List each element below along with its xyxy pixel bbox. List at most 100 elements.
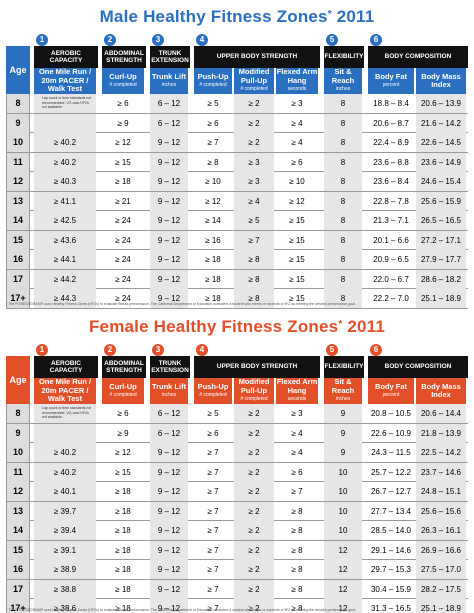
female-row-age-13: 13 ≥ 39.7 ≥ 18 9 – 12 ≥ 7 ≥ 2 ≥ 8 10 27.7 – 13.4… bbox=[6, 501, 468, 521]
male-cell-trunk: 9 – 12 bbox=[150, 211, 188, 230]
male-cell-curl: ≥ 24 bbox=[115, 255, 131, 264]
female-age-cell: 14 bbox=[6, 521, 30, 540]
male-cell-pull: ≥ 4 bbox=[234, 191, 274, 211]
male-cell-curl: ≥ 15 bbox=[115, 157, 131, 167]
male-number-row: 1 2 3 4 5 6 bbox=[6, 34, 468, 46]
female-cell-bmi: 28.2 – 17.5 bbox=[416, 579, 466, 599]
male-row-age-8: 8 ≥ 6 6 – 12 ≥ 5 ≥ 2 ≥ 3 8 18.8 – 8.4 20.6 – 13.… bbox=[6, 94, 468, 114]
male-cell-hang: ≥ 4 bbox=[291, 118, 303, 128]
female-cell-trunk: 9 – 12 bbox=[150, 482, 188, 501]
male-column-unit-fat: percent bbox=[382, 82, 400, 88]
male-group-header-4: UPPER BODY STRENGTH bbox=[194, 46, 320, 68]
female-column-label-hang: Flexed Arm Hang bbox=[276, 377, 318, 395]
female-column-header-trunk: Trunk Lift inches bbox=[150, 378, 188, 404]
female-cell-fat: 26.7 – 12.7 bbox=[370, 487, 412, 496]
male-cell-curl: ≥ 6 bbox=[117, 99, 129, 108]
male-cell-bmi: 21.6 – 14.2 bbox=[416, 113, 466, 133]
female-cell-sit: 10 bbox=[324, 521, 362, 540]
male-cell-curl: ≥ 24 bbox=[115, 274, 131, 284]
female-column-label-fat: Body Fat bbox=[374, 381, 408, 391]
male-cell-pull: ≥ 5 bbox=[234, 211, 274, 230]
female-cell-curl: ≥ 18 bbox=[115, 604, 131, 613]
male-column-unit-hang: seconds bbox=[287, 86, 307, 93]
male-cell-push: ≥ 8 bbox=[207, 157, 219, 167]
male-cell-trunk: 9 – 12 bbox=[150, 133, 188, 152]
female-age-cell: 16 bbox=[6, 560, 30, 579]
female-group-number-3: 3 bbox=[152, 344, 164, 356]
female-cell-trunk: 9 – 12 bbox=[150, 599, 188, 613]
female-cell-sit: 9 bbox=[324, 423, 362, 443]
male-cell-sit: 8 bbox=[324, 152, 362, 172]
male-cell-hang: ≥ 4 bbox=[291, 138, 303, 147]
female-cell-bmi: 22.5 – 14.2 bbox=[416, 443, 466, 462]
male-row-age-15: 15 ≥ 43.6 ≥ 24 9 – 12 ≥ 16 ≥ 7 ≥ 15 8 20.1 – 6.6… bbox=[6, 230, 468, 250]
male-group-header-5: FLEXIBILITY bbox=[324, 46, 364, 68]
female-cell-curl: ≥ 18 bbox=[115, 545, 131, 555]
male-column-header-sit: Sit & Reach inches bbox=[324, 68, 362, 94]
male-cell-sit: 8 bbox=[324, 230, 362, 250]
male-title: Male Healthy Fitness Zones* 2011 bbox=[6, 4, 468, 30]
female-column-label-push: Push-Up bbox=[197, 381, 229, 391]
male-column-header-fat: Body Fat percent bbox=[368, 68, 414, 94]
female-cell-pull: ≥ 2 bbox=[234, 423, 274, 443]
female-cell-curl: ≥ 6 bbox=[117, 409, 129, 418]
male-group-number-5: 5 bbox=[326, 34, 338, 46]
male-row-age-10: 10 ≥ 40.2 ≥ 12 9 – 12 ≥ 7 ≥ 2 ≥ 4 8 22.4 – 8.9 22… bbox=[6, 133, 468, 153]
female-cell-fat: 24.3 – 11.5 bbox=[371, 448, 411, 457]
female-age-header: Age bbox=[6, 356, 30, 404]
female-row-age-15: 15 ≥ 39.1 ≥ 18 9 – 12 ≥ 7 ≥ 2 ≥ 8 12 29.1 – 14.6… bbox=[6, 540, 468, 560]
female-cell-sit: 10 bbox=[324, 482, 362, 501]
female-cell-sit: 12 bbox=[324, 540, 362, 560]
female-cell-curl: ≥ 18 bbox=[115, 584, 131, 594]
female-cell-push: ≥ 7 bbox=[207, 565, 219, 574]
female-cell-hang: ≥ 6 bbox=[291, 467, 303, 477]
female-cell-fat: 25.7 – 12.2 bbox=[370, 467, 412, 477]
male-column-unit-push: # completed bbox=[199, 82, 227, 88]
male-row-age-12: 12 ≥ 40.3 ≥ 18 9 – 12 ≥ 10 ≥ 3 ≥ 10 8 23.6 – 8.4… bbox=[6, 172, 468, 192]
female-cell-bmi: 26.3 – 16.1 bbox=[416, 521, 466, 540]
male-cell-push: ≥ 18 bbox=[205, 255, 221, 264]
male-cell-hang: ≥ 15 bbox=[289, 255, 305, 264]
male-footnote: * The FITNESSGRAM® uses Healthy Fitness … bbox=[6, 302, 356, 306]
female-cell-hang: ≥ 8 bbox=[291, 526, 303, 535]
male-aerobic-note: Lap count or time standards not recommen… bbox=[42, 96, 92, 109]
male-group-header-2: ABDOMINAL STRENGTH bbox=[102, 46, 146, 68]
female-cell-push: ≥ 7 bbox=[207, 545, 219, 555]
female-data-rows: 8 ≥ 6 6 – 12 ≥ 5 ≥ 2 ≥ 3 9 20.8 – 10.5 20.6 – 14… bbox=[6, 404, 468, 613]
female-cell-fat: 22.6 – 10.9 bbox=[370, 428, 412, 438]
female-cell-sit: 9 bbox=[324, 443, 362, 462]
female-age-cell: 9 bbox=[6, 423, 30, 443]
male-cell-pull: ≥ 8 bbox=[234, 269, 274, 289]
male-age-cell: 11 bbox=[6, 152, 30, 172]
female-group-number-5: 5 bbox=[326, 344, 338, 356]
male-cell-bmi: 27.2 – 17.1 bbox=[416, 230, 466, 250]
male-cell-trunk: 6 – 12 bbox=[150, 113, 188, 133]
female-cell-sit: 12 bbox=[324, 560, 362, 579]
male-cell-hang: ≥ 15 bbox=[289, 235, 305, 245]
male-title-asterisk: * bbox=[327, 9, 332, 20]
female-cell-bmi: 20.6 – 14.4 bbox=[416, 404, 466, 423]
male-cell-bmi: 24.6 – 15.4 bbox=[416, 172, 466, 191]
female-cell-bmi: 23.7 – 14.6 bbox=[416, 462, 466, 482]
female-cell-trunk: 9 – 12 bbox=[150, 560, 188, 579]
male-cell-sit: 8 bbox=[324, 250, 362, 269]
male-cell-pull: ≥ 2 bbox=[234, 113, 274, 133]
female-cell-trunk: 9 – 12 bbox=[150, 462, 188, 482]
male-age-header: Age bbox=[6, 46, 30, 94]
female-column-header-sit: Sit & Reach inches bbox=[324, 378, 362, 404]
male-group-number-4: 4 bbox=[196, 34, 208, 46]
female-cell-bmi: 25.6 – 15.6 bbox=[416, 501, 466, 521]
male-group-number-2: 2 bbox=[104, 34, 116, 46]
male-column-unit-sit: inches bbox=[335, 86, 351, 93]
male-cell-curl: ≥ 24 bbox=[115, 235, 131, 245]
male-column-header-aerobic: One Mile Run / 20m PACER / Walk Test bbox=[34, 68, 96, 94]
female-column-label-pull: Modified Pull-Up bbox=[238, 377, 270, 395]
male-cell-push: ≥ 10 bbox=[205, 177, 221, 186]
female-cell-push: ≥ 7 bbox=[207, 448, 219, 457]
female-cell-curl: ≥ 18 bbox=[115, 487, 131, 496]
male-row-age-13: 13 ≥ 41.1 ≥ 21 9 – 12 ≥ 12 ≥ 4 ≥ 12 8 22.8 – 7.8… bbox=[6, 191, 468, 211]
male-cell-sit: 8 bbox=[324, 94, 362, 113]
female-cell-bmi: 26.9 – 16.6 bbox=[416, 540, 466, 560]
male-column-label-trunk: Trunk Lift bbox=[151, 71, 187, 81]
male-cell-curl: ≥ 24 bbox=[115, 294, 131, 303]
